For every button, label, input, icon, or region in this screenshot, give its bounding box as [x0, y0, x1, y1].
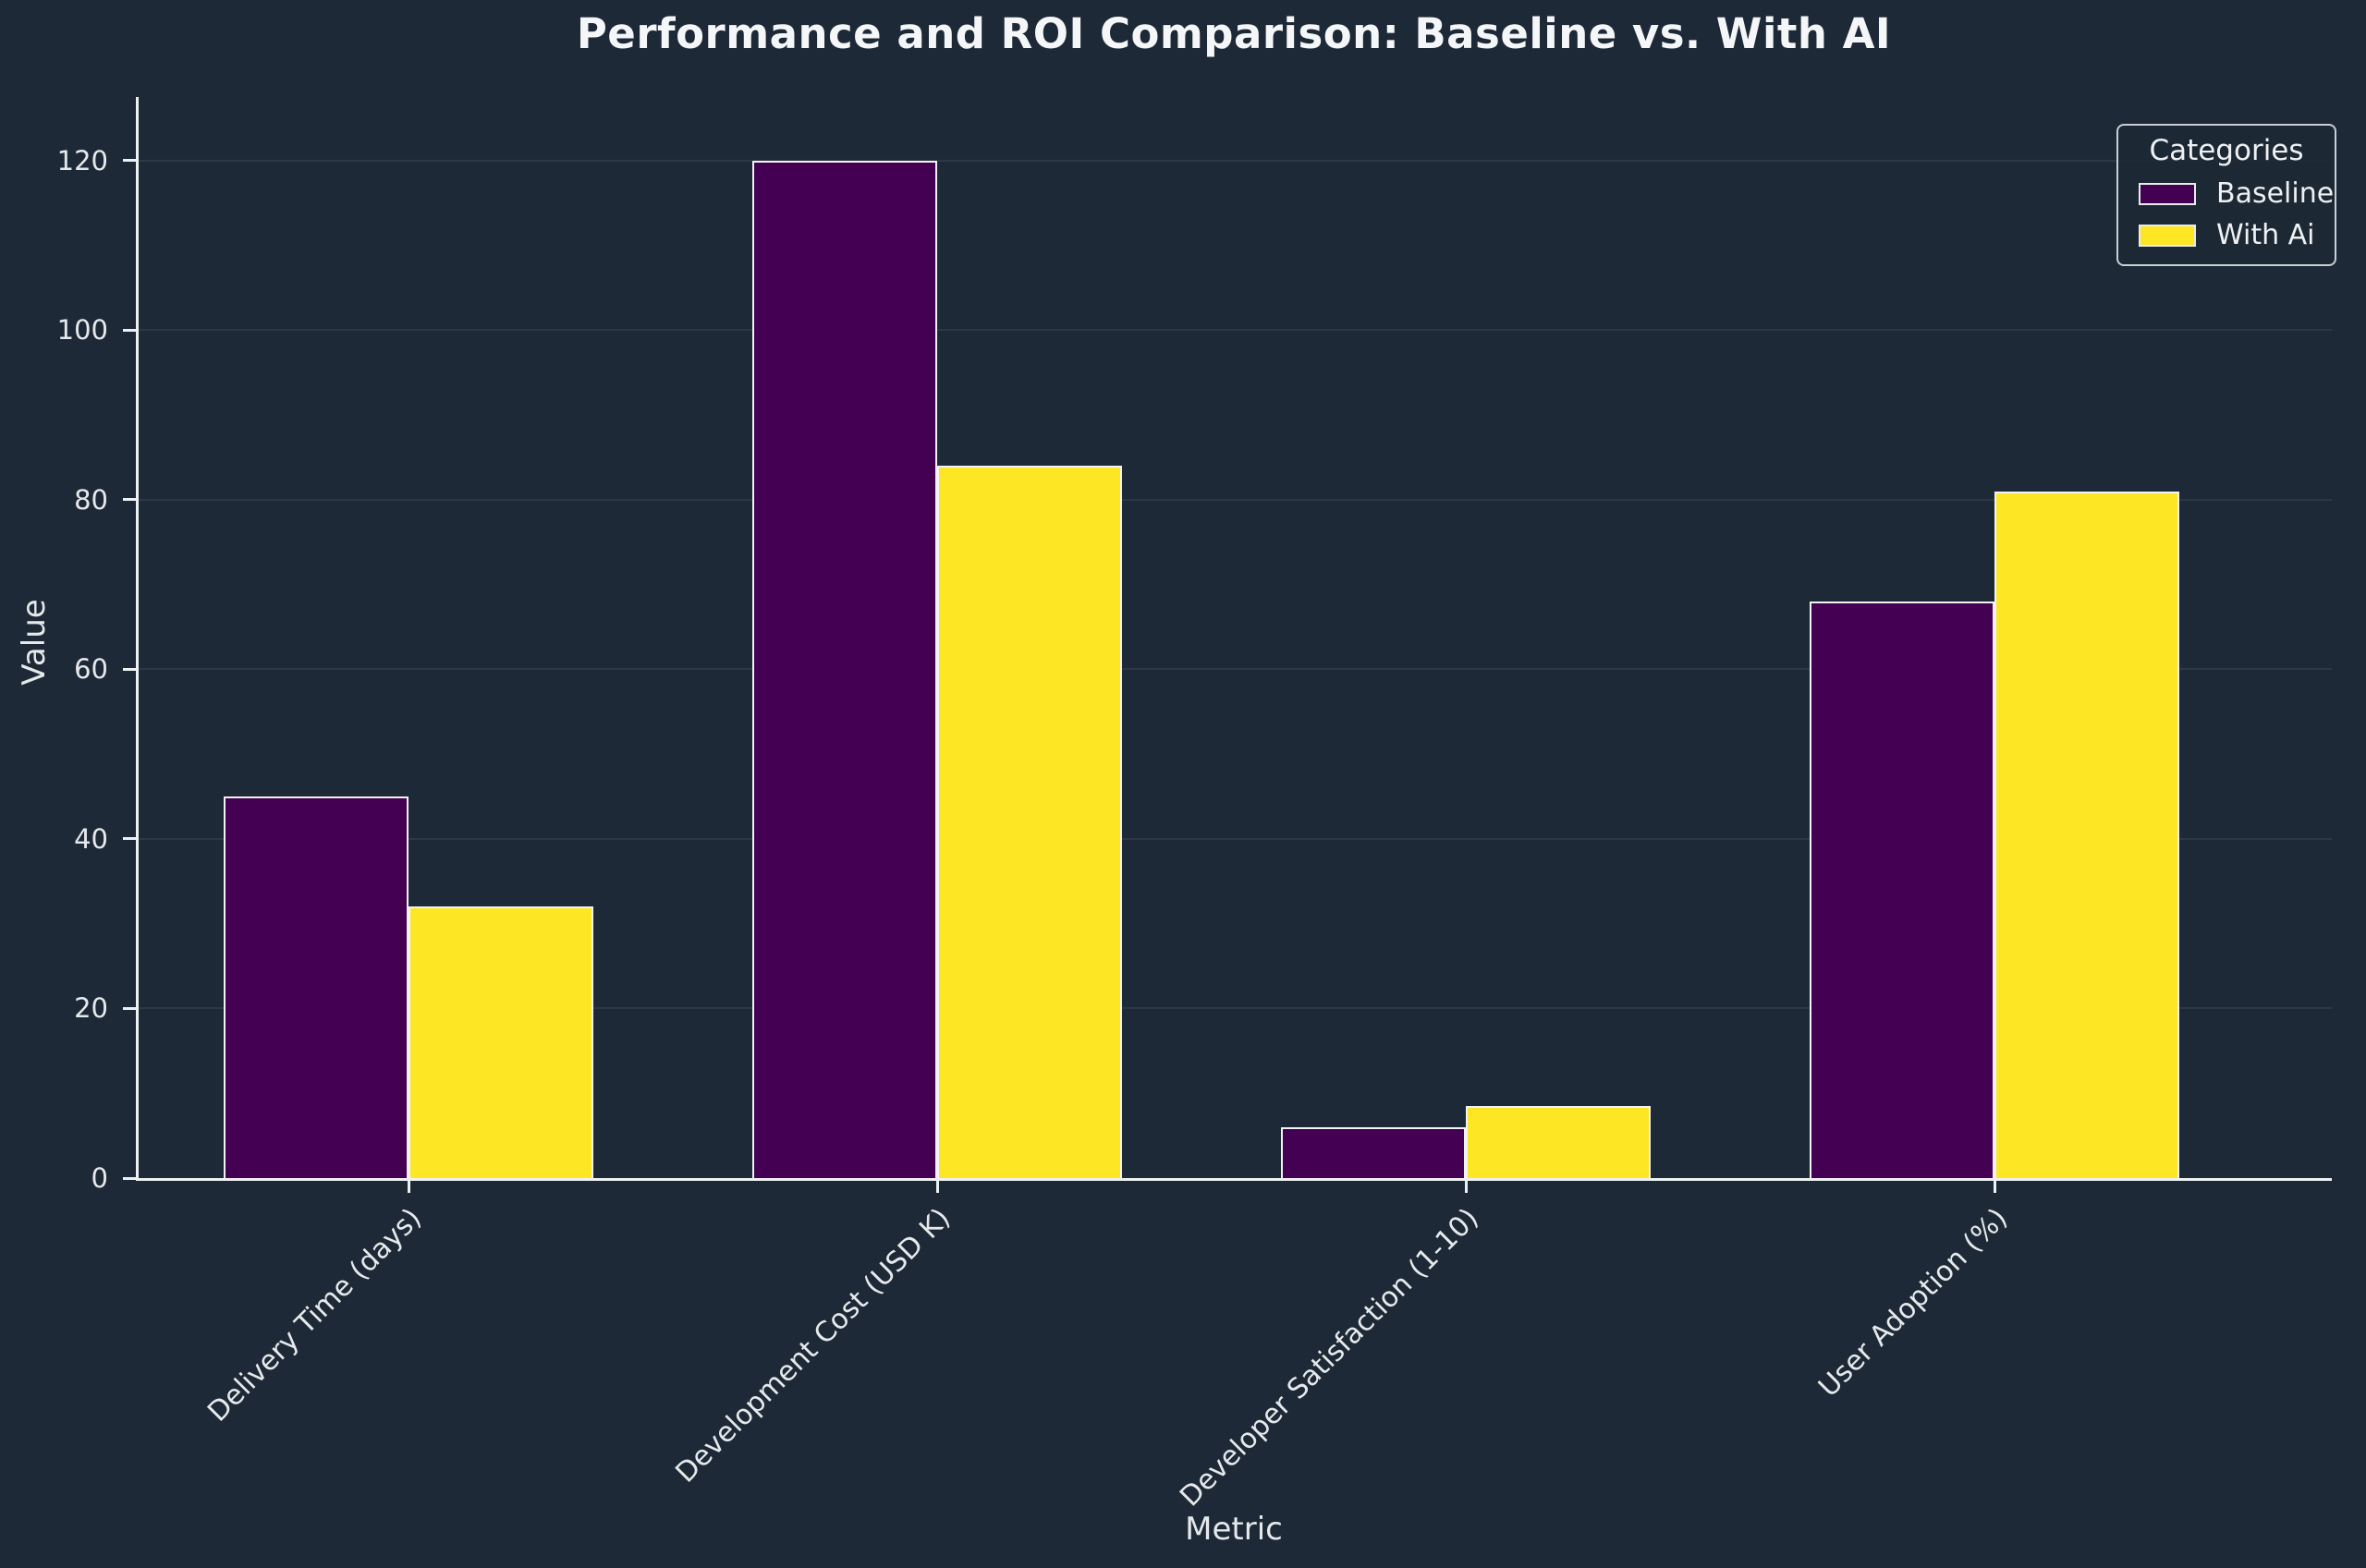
x-tick-2	[1464, 1178, 1468, 1193]
chart-title: Performance and ROI Comparison: Baseline…	[576, 9, 1892, 58]
y-axis-line	[136, 97, 139, 1181]
y-axis-label: Value	[16, 599, 53, 686]
bar-with-ai-0	[409, 906, 593, 1178]
gridline-80	[136, 498, 2332, 501]
y-tick-label-120: 120	[56, 144, 108, 176]
y-tick-label-20: 20	[74, 992, 108, 1025]
y-tick-label-40: 40	[74, 822, 108, 855]
legend-swatch-with-ai-icon	[2139, 224, 2196, 247]
y-tick-100	[123, 328, 136, 332]
y-tick-40	[123, 837, 136, 841]
legend-label-with-ai: With Ai	[2216, 219, 2315, 251]
bar-with-ai-3	[1994, 491, 2179, 1178]
x-tick-label-1: Development Cost (USD K)	[669, 1202, 957, 1489]
y-tick-80	[123, 498, 136, 502]
x-tick-0	[407, 1178, 410, 1193]
bar-baseline-0	[224, 796, 409, 1178]
y-tick-20	[123, 1006, 136, 1010]
x-tick-label-3: User Adoption (%)	[1811, 1202, 2014, 1404]
gridline-120	[136, 159, 2332, 162]
legend-title: Categories	[2149, 134, 2304, 167]
gridline-20	[136, 1007, 2332, 1010]
y-tick-label-60: 60	[74, 653, 108, 686]
bar-baseline-2	[1281, 1126, 1466, 1178]
gridline-100	[136, 329, 2332, 332]
gridline-60	[136, 668, 2332, 671]
gridline-40	[136, 837, 2332, 840]
bar-with-ai-1	[937, 466, 1122, 1178]
legend-item-with-ai: With Ai	[2129, 219, 2323, 251]
x-axis-label: Metric	[1185, 1511, 1283, 1548]
y-tick-120	[123, 159, 136, 163]
legend-label-baseline: Baseline	[2216, 177, 2335, 210]
y-tick-0	[123, 1176, 136, 1180]
y-tick-label-80: 80	[74, 483, 108, 516]
bar-baseline-3	[1810, 602, 1994, 1178]
x-tick-label-2: Developer Satisfaction (1-10)	[1174, 1202, 1485, 1513]
x-tick-3	[1993, 1178, 1996, 1193]
x-tick-label-0: Delivery Time (days)	[201, 1202, 428, 1428]
legend-item-baseline: Baseline	[2129, 177, 2334, 210]
y-tick-60	[123, 667, 136, 671]
x-axis-line	[136, 1178, 2332, 1181]
bar-with-ai-2	[1466, 1106, 1651, 1178]
bar-baseline-1	[752, 160, 937, 1178]
legend: Categories Baseline With Ai	[2116, 124, 2336, 266]
x-tick-1	[935, 1178, 939, 1193]
y-tick-label-0: 0	[91, 1162, 108, 1194]
legend-swatch-baseline-icon	[2139, 182, 2196, 205]
y-tick-label-100: 100	[56, 314, 108, 346]
